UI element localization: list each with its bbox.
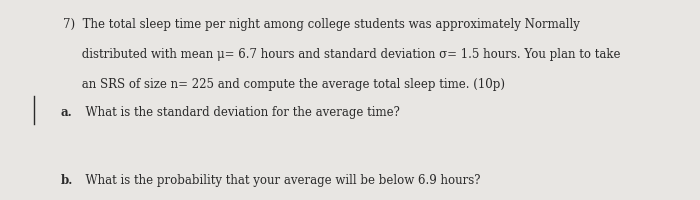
Text: distributed with mean μ= 6.7 hours and standard deviation σ= 1.5 hours. You plan: distributed with mean μ= 6.7 hours and s…	[63, 48, 620, 61]
Text: 7)  The total sleep time per night among college students was approximately Norm: 7) The total sleep time per night among …	[63, 18, 580, 31]
Text: b.: b.	[61, 174, 74, 187]
Text: an SRS of size n= 225 and compute the average total sleep time. (10p): an SRS of size n= 225 and compute the av…	[63, 78, 505, 91]
Text: What is the probability that your average will be below 6.9 hours?: What is the probability that your averag…	[78, 174, 481, 187]
Text: What is the standard deviation for the average time?: What is the standard deviation for the a…	[78, 106, 400, 119]
Text: a.: a.	[61, 106, 73, 119]
